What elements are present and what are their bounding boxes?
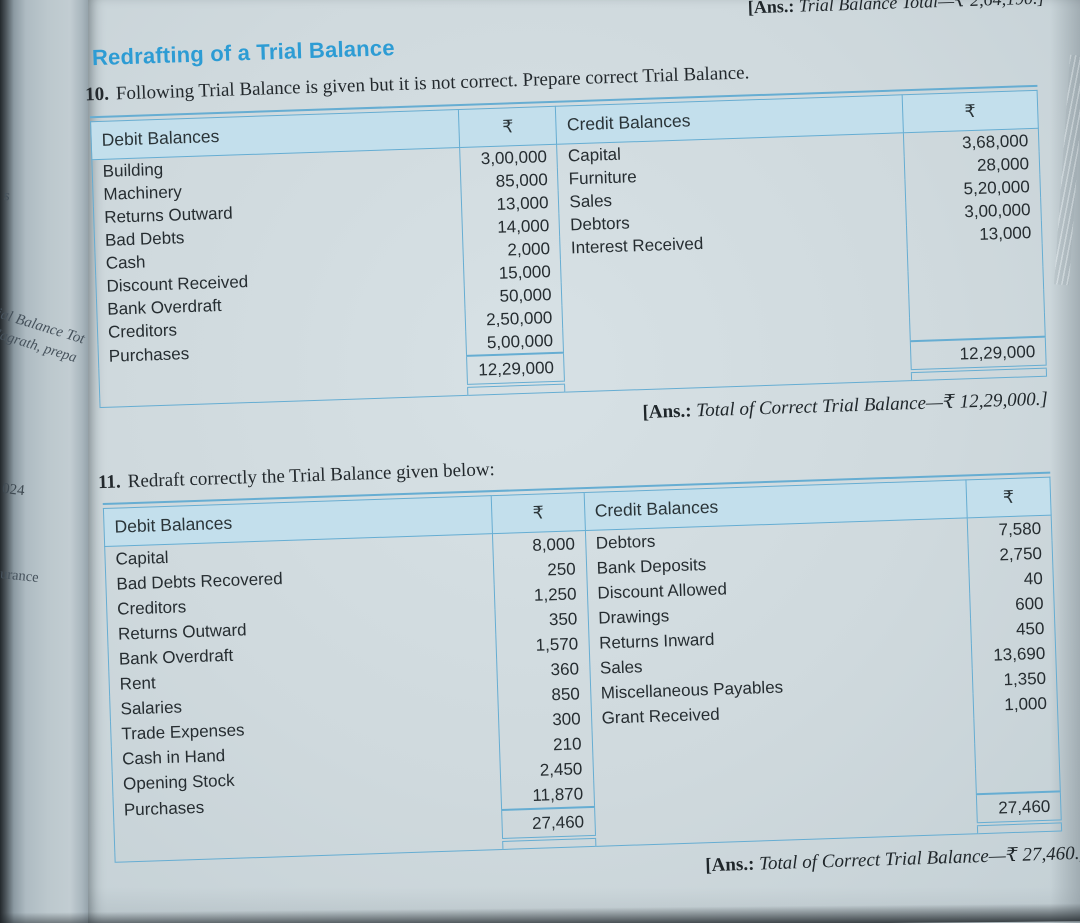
trial-balance-table-2: Debit Balances ₹ Credit Balances ₹ Capital 8… (102, 471, 1063, 863)
amount-cell: 13,690 (971, 640, 1057, 669)
amount-cell (977, 821, 1062, 834)
amount-cell: 350 (495, 606, 589, 635)
amount-cell (975, 765, 1061, 795)
under-page-edge: s ial Balance Tot Nagrath, prepa 024 ura… (0, 0, 88, 923)
answer-text: Total of Correct Trial Balance—₹ 27,460.… (758, 842, 1080, 875)
amount-cell: 300 (498, 705, 592, 735)
amount-cell: 210 (499, 730, 593, 759)
amount-cell: 2,450 (500, 755, 594, 784)
margin-text-fragment-group: ial Balance Tot Nagrath, prepa (0, 305, 87, 367)
amount-cell: 15,000 (463, 259, 562, 286)
amount-cell: 27,460 (976, 791, 1062, 825)
table-body: Building 3,00,000 Capital 3,68,000 Machinery… (91, 128, 1047, 408)
rupee-column-header: ₹ (491, 492, 585, 534)
amount-cell: 7,580 (967, 515, 1052, 544)
amount-cell: 1,250 (494, 581, 588, 610)
amount-cell (973, 715, 1059, 744)
amount-cell: 1,000 (972, 690, 1058, 719)
amount-cell: 2,750 (967, 540, 1053, 569)
answer-prefix: [Ans.: (747, 0, 795, 18)
page-content: [Ans.: Trial Balance Total—₹ 2,64,190.] … (77, 0, 1080, 897)
table-body: Capital 8,000 Debtors 7,580 Bad Debts Recove… (104, 515, 1062, 863)
amount-cell: 360 (497, 655, 590, 685)
question-text: Redraft correctly the Trial Balance give… (127, 459, 496, 493)
margin-text-fragment: urance (0, 566, 40, 586)
amount-cell (503, 836, 596, 850)
question-number: 11. (97, 471, 122, 494)
amount-cell: 50,000 (464, 282, 563, 309)
amount-cell: 11,870 (501, 780, 595, 810)
amount-cell: 2,000 (463, 236, 561, 263)
trial-balance-table: Debit Balances ₹ Credit Balances ₹ Building… (90, 89, 1048, 409)
amount-cell: 1,350 (972, 665, 1057, 694)
amount-cell: 3,00,000 (460, 144, 558, 171)
page-surface: [Ans.: Trial Balance Total—₹ 2,64,190.] … (85, 0, 1080, 923)
amount-cell: 27,460 (502, 806, 596, 840)
margin-text-fragment: 024 (1, 480, 26, 500)
amount-cell: 250 (493, 556, 587, 585)
trial-balance-table-1: Debit Balances ₹ Credit Balances ₹ Building… (89, 84, 1048, 409)
answer-text: Total of Correct Trial Balance—₹ 12,29,0… (695, 388, 1049, 422)
rupee-column-header: ₹ (458, 106, 558, 148)
amount-cell: 1,570 (496, 631, 590, 660)
amount-cell (974, 740, 1060, 769)
amount-cell: 2,50,000 (465, 305, 564, 332)
amount-cell: 8,000 (492, 530, 586, 560)
amount-cell: 600 (969, 590, 1055, 619)
amount-cell: 5,00,000 (466, 328, 564, 356)
question-number: 10. (84, 83, 110, 106)
amount-cell: 850 (497, 680, 591, 710)
amount-cell: 13,000 (461, 190, 560, 217)
amount-cell: 450 (970, 615, 1056, 644)
rupee-column-header: ₹ (965, 477, 1052, 518)
rupee-column-header: ₹ (901, 90, 1039, 133)
amount-cell: 14,000 (462, 213, 561, 240)
amount-cell: 12,29,000 (466, 352, 565, 386)
margin-text-fragment: s (2, 187, 12, 205)
amount-cell: 12,29,000 (910, 336, 1047, 372)
amount-cell: 13,000 (906, 220, 1043, 249)
answer-prefix: [Ans.: (704, 853, 755, 877)
answer-text: Trial Balance Total—₹ 2,64,190.] (798, 0, 1045, 16)
answer-prefix: [Ans.: (642, 400, 692, 424)
trial-balance-table: Debit Balances ₹ Credit Balances ₹ Capital 8… (102, 476, 1063, 863)
amount-cell: 85,000 (460, 167, 559, 194)
amount-cell (467, 382, 566, 396)
amount-cell: 40 (968, 565, 1054, 594)
